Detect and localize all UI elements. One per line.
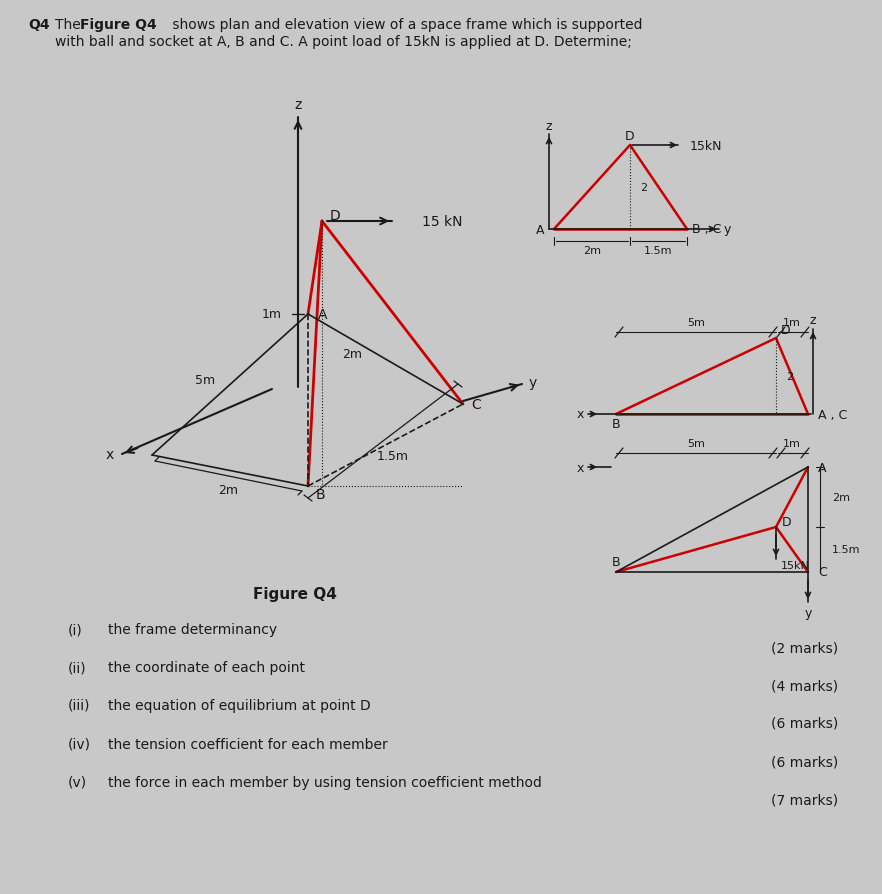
Text: 5m: 5m (195, 374, 215, 386)
Text: y: y (723, 224, 730, 236)
Text: z: z (546, 120, 552, 132)
Text: B: B (612, 556, 620, 569)
Text: (iii): (iii) (68, 698, 91, 713)
Text: 1.5m: 1.5m (377, 450, 409, 463)
Text: 2m: 2m (219, 483, 238, 496)
Text: C: C (818, 566, 826, 578)
Text: (6 marks): (6 marks) (771, 716, 838, 730)
Text: D: D (330, 209, 340, 223)
Text: 1m: 1m (262, 308, 282, 321)
Text: (2 marks): (2 marks) (771, 640, 838, 654)
Text: Q4: Q4 (28, 18, 49, 32)
Text: 5m: 5m (687, 439, 705, 449)
Text: A: A (535, 224, 544, 236)
Text: A: A (318, 308, 327, 322)
Text: The: The (55, 18, 86, 32)
Text: z: z (295, 97, 302, 112)
Text: x: x (576, 408, 584, 421)
Text: 15kN: 15kN (690, 139, 722, 152)
Text: with ball and socket at A, B and C. A point load of 15kN is applied at D. Determ: with ball and socket at A, B and C. A po… (55, 35, 632, 49)
Text: y: y (529, 375, 537, 390)
Text: the tension coefficient for each member: the tension coefficient for each member (108, 738, 388, 751)
Text: Figure Q4: Figure Q4 (80, 18, 157, 32)
Text: (i): (i) (68, 622, 83, 637)
Text: B: B (612, 418, 620, 431)
Text: 1.5m: 1.5m (644, 246, 673, 256)
Text: D: D (781, 325, 790, 337)
Text: 1m: 1m (783, 317, 801, 327)
Text: D: D (782, 515, 792, 528)
Text: D: D (625, 131, 635, 143)
Text: 1.5m: 1.5m (832, 544, 861, 554)
Text: A: A (818, 461, 826, 474)
Text: 15 kN: 15 kN (422, 215, 462, 229)
Text: 5m: 5m (687, 317, 705, 327)
Text: 2m: 2m (583, 246, 601, 256)
Text: y: y (804, 606, 811, 619)
Text: (iv): (iv) (68, 738, 91, 751)
Text: Figure Q4: Figure Q4 (253, 586, 337, 602)
Text: the force in each member by using tension coefficient method: the force in each member by using tensio… (108, 775, 542, 789)
Text: the coordinate of each point: the coordinate of each point (108, 661, 305, 674)
Text: x: x (106, 448, 114, 461)
Text: B , C: B , C (692, 224, 721, 236)
Text: A , C: A , C (818, 408, 848, 421)
Text: the frame determinancy: the frame determinancy (108, 622, 277, 637)
Text: 2: 2 (786, 372, 793, 382)
Text: C: C (471, 398, 481, 411)
Text: z: z (810, 314, 816, 327)
Text: the equation of equilibrium at point D: the equation of equilibrium at point D (108, 698, 370, 713)
Text: (4 marks): (4 marks) (771, 679, 838, 692)
Text: (6 marks): (6 marks) (771, 755, 838, 769)
Text: shows plan and elevation view of a space frame which is supported: shows plan and elevation view of a space… (168, 18, 642, 32)
Text: (ii): (ii) (68, 661, 86, 674)
Text: 2m: 2m (832, 493, 850, 502)
Text: (v): (v) (68, 775, 87, 789)
Text: 2m: 2m (342, 348, 362, 360)
Text: 1m: 1m (783, 439, 801, 449)
Text: 2: 2 (640, 182, 647, 193)
Text: (7 marks): (7 marks) (771, 793, 838, 807)
Text: B: B (316, 487, 325, 502)
Text: x: x (576, 461, 584, 474)
Text: 15kN: 15kN (781, 561, 810, 570)
